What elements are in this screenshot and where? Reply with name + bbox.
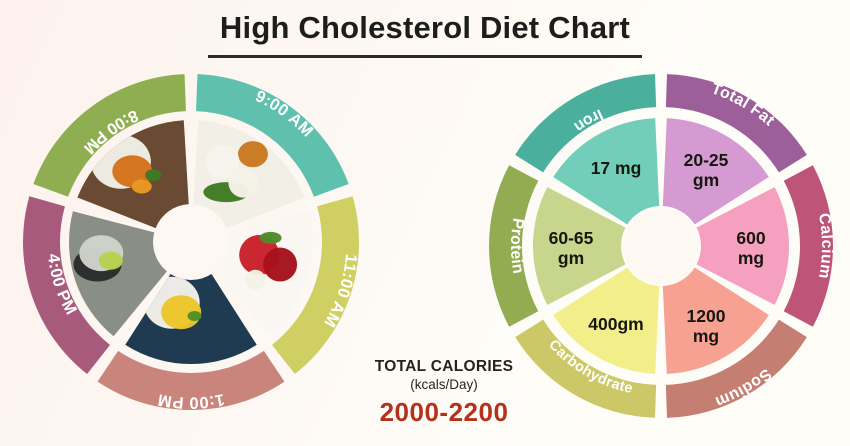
- nutrient-segment-inner[interactable]: [662, 118, 769, 225]
- nutrient-amount-unit: mg: [693, 326, 719, 346]
- nutrient-amount-value: 400gm: [588, 314, 643, 334]
- nutrition-wheel-svg: Total Fat20-25gmCalcium600mgSodium1200mg…: [489, 74, 835, 418]
- nutrient-name-label: Calcium: [815, 212, 835, 280]
- nutrition-wheel: Total Fat 20-25 gm Calcium 600 mg Sodium 1200 mg…: [486, 70, 836, 422]
- nutrient-segment-inner[interactable]: [696, 187, 789, 305]
- nutrient-segment-outer[interactable]: [665, 319, 807, 418]
- total-calories-block: TOTAL CALORIES (kcals/Day) 2000-2200: [340, 358, 548, 428]
- nutrient-segment-outer[interactable]: [665, 74, 807, 173]
- page-title: High Cholesterol Diet Chart: [219, 10, 631, 45]
- nutrient-segment-outer[interactable]: [515, 74, 657, 173]
- nutrient-segment-inner[interactable]: [553, 267, 660, 374]
- meal-segment[interactable]: [196, 74, 349, 197]
- nutrient-amount-value: 60-65: [549, 228, 594, 248]
- total-calories-unit: (kcals/Day): [410, 377, 478, 392]
- meal-segment[interactable]: [97, 350, 285, 410]
- page-title-block: High Cholesterol Diet Chart: [0, 10, 850, 58]
- meal-time-label: 1:00 PM: [156, 390, 226, 411]
- nutrient-amount-value: 20-25: [684, 150, 729, 170]
- nutrient-amount-value: 17 mg: [591, 158, 642, 178]
- nutrient-segment-inner[interactable]: [553, 118, 660, 225]
- meal-schedule-wheel: 9:00 AM 11:00 AM 1:00 PM 4:00 PM 8:00 PM: [18, 62, 364, 424]
- nutrient-amount-unit: gm: [693, 170, 719, 190]
- nutrient-segment-inner[interactable]: [533, 187, 626, 305]
- nutrient-amount-value: 1200: [687, 306, 726, 326]
- nutrient-segment-inner[interactable]: [662, 267, 769, 374]
- meal-segment[interactable]: [272, 196, 360, 375]
- nutrient-amount-value: 600: [736, 228, 765, 248]
- meal-segment[interactable]: [33, 74, 186, 197]
- nutrient-segment-outer[interactable]: [489, 165, 539, 327]
- nutrient-segment-outer[interactable]: [783, 165, 833, 327]
- total-calories-value: 2000-2200: [379, 397, 509, 427]
- meal-segment[interactable]: [22, 196, 110, 375]
- nutrient-amount-unit: gm: [558, 248, 584, 268]
- title-underline: [208, 55, 642, 58]
- total-calories-label: TOTAL CALORIES: [374, 358, 514, 375]
- nutrient-segment-outer[interactable]: [515, 319, 657, 418]
- nutrient-amount-unit: mg: [738, 248, 764, 268]
- nutrient-name-label: Protein: [507, 217, 527, 275]
